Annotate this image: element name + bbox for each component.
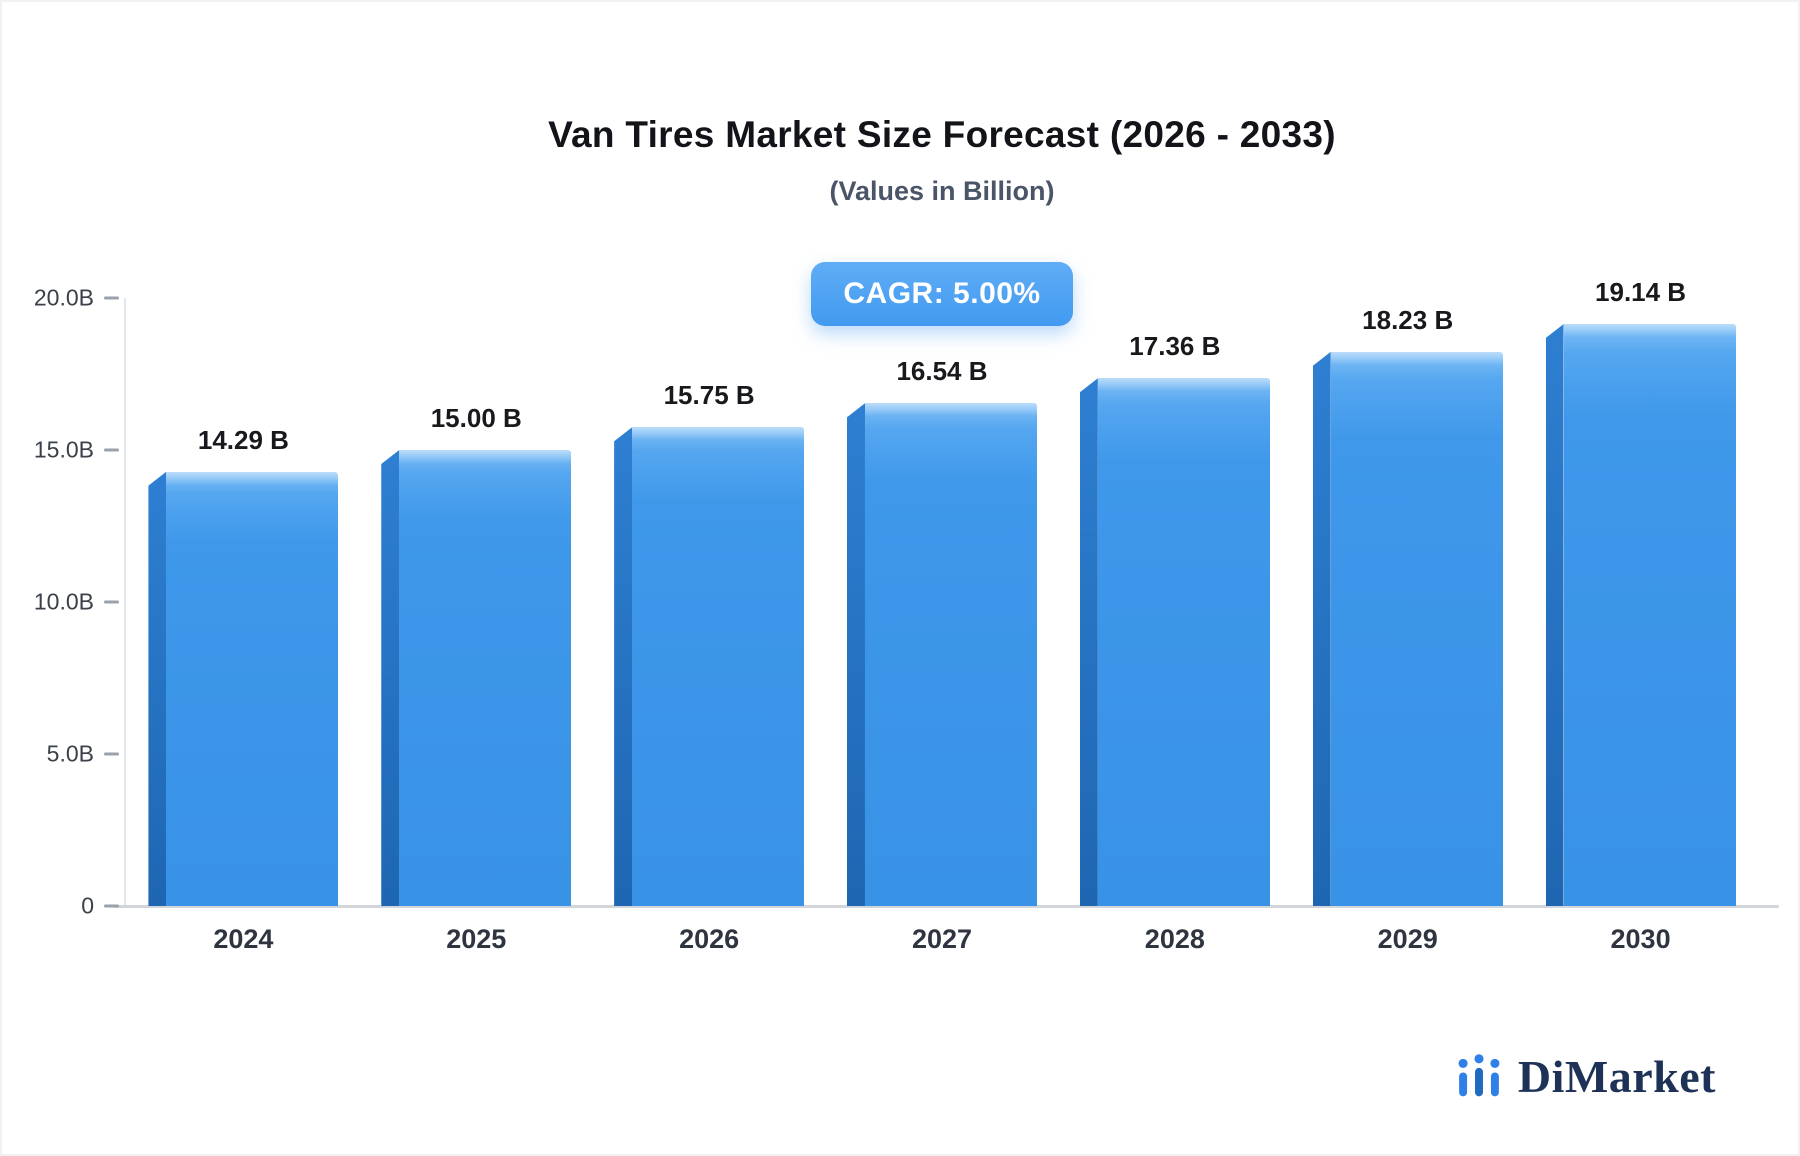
bar-front-face: [399, 450, 572, 906]
bar-value-label: 17.36 B: [1129, 331, 1221, 362]
bar-2024: [148, 471, 339, 906]
bar-2026: [614, 427, 805, 906]
bar-2025: [381, 450, 572, 906]
bar-column-2027: 16.54 B 2027: [826, 298, 1059, 954]
bar-side-face: [148, 471, 167, 906]
cagr-badge-container: CAGR: 5.00%: [127, 262, 1757, 326]
bar-value-label: 14.29 B: [197, 424, 289, 455]
bar-side-face: [1312, 351, 1331, 906]
bar-front-face: [1330, 351, 1503, 906]
y-tick-15.0B: 15.0B: [34, 437, 127, 464]
y-tick-10.0B: 10.0B: [34, 589, 127, 616]
x-axis-label-2028: 2028: [1144, 924, 1205, 954]
bar-column-2025: 15.00 B 2025: [360, 298, 593, 954]
x-axis-label-2024: 2024: [213, 924, 274, 954]
bar-2030: [1545, 324, 1736, 906]
y-tick-label: 0: [81, 892, 94, 919]
bar-front-face: [1563, 324, 1736, 906]
chart-title: Van Tires Market Size Forecast (2026 - 2…: [548, 114, 1336, 155]
x-axis-line: [113, 905, 1779, 908]
x-axis-label-2027: 2027: [911, 924, 973, 954]
dimarket-logo-text: DiMarket: [1517, 1051, 1716, 1102]
y-tick-dash: [104, 904, 119, 908]
bar-side-face: [614, 427, 633, 906]
dimarket-logo: DiMarket: [1454, 1050, 1716, 1103]
bar-column-2030: 19.14 B 2030: [1524, 277, 1757, 954]
bar-2027: [846, 403, 1037, 906]
y-tick-20.0B: 20.0B: [34, 285, 127, 312]
bar-front-face: [864, 403, 1037, 906]
y-tick-dash: [104, 752, 119, 756]
y-tick-label: 5.0B: [46, 740, 94, 767]
bar-value-label: 15.00 B: [430, 403, 522, 433]
bar-value-label: 18.23 B: [1362, 304, 1454, 335]
bar-value-label: 15.75 B: [663, 380, 755, 411]
bar-side-face: [1079, 378, 1098, 906]
bar-front-face: [166, 471, 339, 906]
x-axis-label-2025: 2025: [446, 924, 507, 954]
bar-2029: [1312, 351, 1503, 906]
chart-subtitle: (Values in Billion): [829, 176, 1055, 206]
bar-column-2026: 15.75 B 2026: [593, 298, 826, 954]
x-axis-label-2026: 2026: [679, 924, 740, 954]
y-tick-0: 0: [81, 893, 127, 920]
bar-side-face: [381, 450, 400, 906]
plot-area: 0 5.0B 10.0B 15.0B 20.0B 14.29 B 2024 15.00 B 20…: [34, 277, 1779, 954]
bar-side-face: [846, 403, 865, 906]
x-axis-label-2029: 2029: [1377, 924, 1438, 954]
y-axis-line: [124, 298, 126, 906]
cagr-badge: CAGR: 5.00%: [811, 262, 1073, 326]
y-tick-label: 10.0B: [33, 588, 94, 615]
bar-column-2029: 18.23 B 2029: [1291, 298, 1524, 954]
bar-side-face: [1545, 324, 1564, 906]
y-tick-label: 15.0B: [33, 436, 94, 463]
y-tick-5.0B: 5.0B: [47, 741, 127, 768]
bar-front-face: [632, 427, 805, 906]
x-axis-label-2030: 2030: [1610, 924, 1671, 954]
bar-column-2024: 14.29 B 2024: [127, 298, 360, 954]
bar-value-label: 19.14 B: [1595, 277, 1687, 308]
y-tick-dash: [104, 296, 119, 300]
y-tick-dash: [104, 448, 119, 452]
bar-value-label: 16.54 B: [896, 356, 988, 387]
dimarket-logo-icon: [1454, 1052, 1504, 1102]
bar-2028: [1079, 378, 1270, 906]
y-tick-label: 20.0B: [33, 284, 94, 311]
y-tick-dash: [104, 600, 119, 604]
bar-front-face: [1097, 378, 1270, 906]
bar-column-2028: 17.36 B 2028: [1058, 298, 1291, 954]
